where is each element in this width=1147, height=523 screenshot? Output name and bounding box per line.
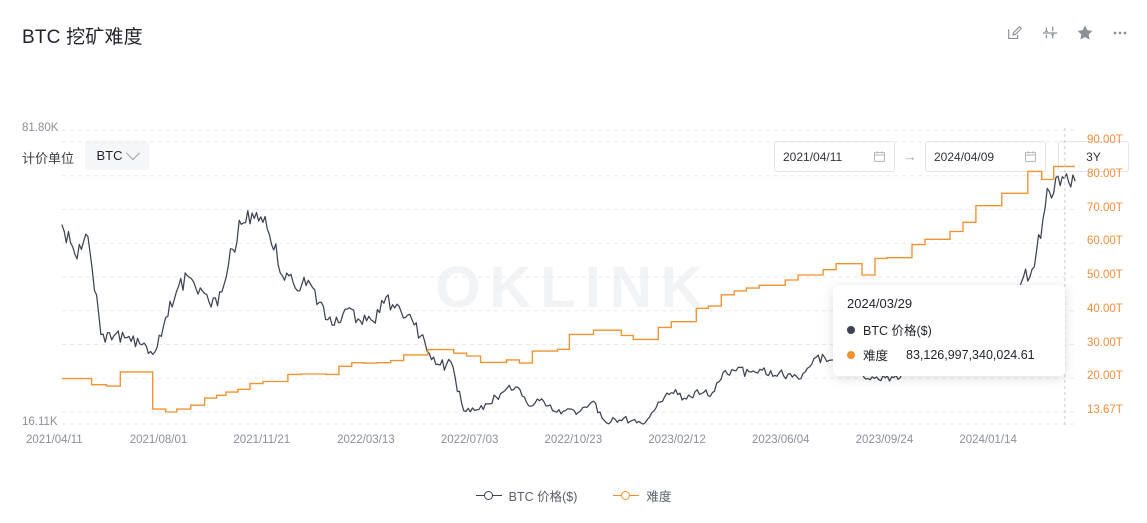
legend-marker-price [475,491,502,501]
x-axis-tick: 2023/02/12 [648,434,706,446]
x-axis-tick: 2022/03/13 [337,434,395,446]
x-axis-tick: 2021/11/21 [233,434,291,446]
right-axis-tick: 30.00T [1087,336,1123,349]
right-axis-tick: 60.00T [1087,235,1123,248]
tooltip-label-price: BTC 价格($) [863,324,932,338]
right-axis-tick: 13.67T [1087,404,1123,416]
unit-label: 计价单位 [22,151,75,166]
page-header: BTC 挖矿难度 [0,0,1147,64]
legend-item-difficulty[interactable]: 难度 [613,486,671,505]
page-title: BTC 挖矿难度 [22,27,143,48]
calendar-icon [1024,150,1037,163]
compare-icon[interactable] [1041,24,1059,42]
left-axis-tick: 16.11K [22,416,58,428]
more-icon[interactable] [1111,24,1129,42]
date-from-value: 2021/04/11 [783,149,843,164]
chart-legend: BTC 价格($) 难度 [0,486,1147,505]
tooltip-row-price: BTC 价格($) [847,320,1051,339]
right-axis-tick: 80.00T [1087,167,1123,180]
date-to-value: 2024/04/09 [934,149,995,164]
legend-label-price: BTC 价格($) [508,490,578,504]
tooltip-date: 2024/03/29 [847,296,913,311]
right-axis-tick: 90.00T [1087,134,1123,146]
x-axis-tick: 2021/08/01 [129,434,188,446]
x-axis-tick: 2024/01/14 [959,434,1017,446]
legend-marker-difficulty [613,491,640,501]
x-axis-tick: 2023/09/24 [855,434,914,446]
unit-select[interactable]: BTC [85,141,149,170]
controls-bar: 计价单位 BTC 2021/04/11 → 2024/04/09 3Y [0,64,1147,172]
date-from-input[interactable]: 2021/04/11 [774,141,895,172]
x-axis-tick: 2023/06/04 [751,434,810,446]
x-axis-tick: 2022/07/03 [440,434,499,446]
tooltip-label-difficulty: 难度 [863,349,889,363]
legend-label-difficulty: 难度 [646,490,672,504]
unit-select-value: BTC [96,148,123,163]
edit-icon[interactable] [1006,24,1024,42]
legend-item-price[interactable]: BTC 价格($) [475,486,578,505]
tooltip-dot-price [847,325,855,334]
right-axis-tick: 70.00T [1087,201,1123,214]
chart-tooltip: 2024/03/29 BTC 价格($) 难度 83,126,997,340,0… [833,285,1065,376]
header-actions [1006,24,1129,42]
tooltip-row-difficulty: 难度 83,126,997,340,024.61 [847,345,1051,364]
tooltip-dot-difficulty [847,350,855,359]
left-axis-tick: 81.80K [22,122,59,134]
right-axis-tick: 20.00T [1087,370,1123,383]
x-axis-tick: 2022/10/23 [544,434,603,446]
star-icon[interactable] [1076,24,1094,42]
right-axis-tick: 50.00T [1087,269,1123,281]
right-axis-tick: 40.00T [1087,302,1123,315]
calendar-icon [873,150,886,163]
x-axis-tick: 2021/04/11 [26,434,83,446]
tooltip-value-difficulty: 83,126,997,340,024.61 [906,347,1035,362]
date-range-arrow: → [903,149,917,164]
